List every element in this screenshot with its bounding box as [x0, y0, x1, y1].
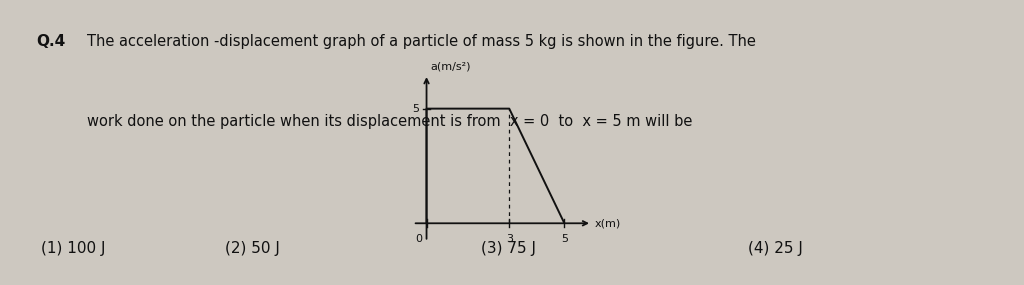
Text: (2) 50 J: (2) 50 J: [225, 241, 281, 256]
Text: (4) 25 J: (4) 25 J: [748, 241, 803, 256]
Text: x(m): x(m): [595, 218, 621, 228]
Text: The acceleration -displacement graph of a particle of mass 5 kg is shown in the : The acceleration -displacement graph of …: [87, 34, 756, 49]
Text: (1) 100 J: (1) 100 J: [41, 241, 105, 256]
Text: 5: 5: [561, 234, 568, 244]
Text: 0: 0: [416, 234, 423, 244]
Text: 3: 3: [506, 234, 513, 244]
Text: 5: 5: [413, 104, 420, 114]
Text: (3) 75 J: (3) 75 J: [481, 241, 537, 256]
Text: a(m/s²): a(m/s²): [431, 62, 471, 72]
Text: Q.4: Q.4: [36, 34, 66, 49]
Text: work done on the particle when its displacement is from  x = 0  to  x = 5 m will: work done on the particle when its displ…: [87, 114, 692, 129]
